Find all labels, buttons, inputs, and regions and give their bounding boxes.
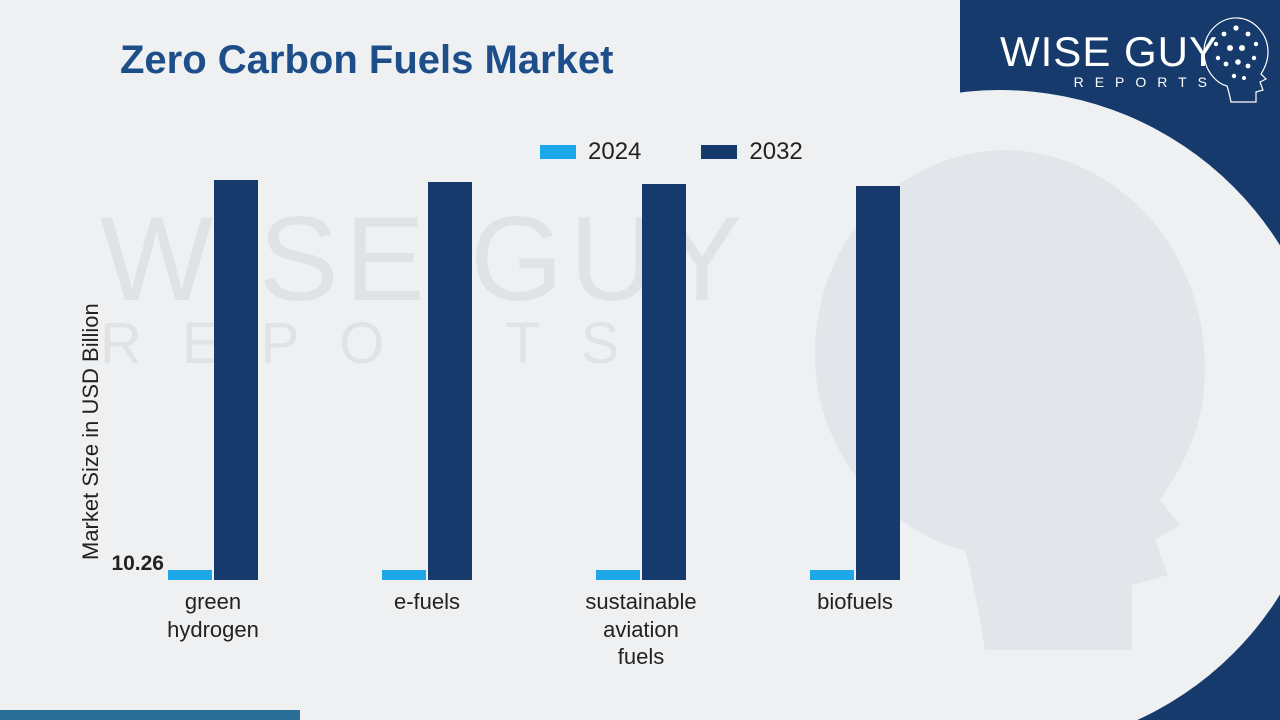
plot-area [110, 180, 980, 580]
legend-swatch-2024 [540, 145, 576, 159]
bottom-strip [0, 710, 300, 720]
chart-title: Zero Carbon Fuels Market [120, 38, 613, 83]
legend-item-2024: 2024 [540, 138, 641, 166]
bar [428, 182, 472, 580]
bar [810, 570, 854, 580]
legend-label-2024: 2024 [588, 138, 641, 166]
bar [856, 186, 900, 580]
category-label: greenhydrogen [128, 588, 298, 643]
legend-swatch-2032 [701, 145, 737, 159]
brand-head-icon [1196, 14, 1276, 104]
bar [168, 570, 212, 580]
brand-line2: REPORTS [1000, 74, 1218, 90]
stage: WISE GUY REPORTS Zero Carbon Fuels Marke… [0, 0, 1280, 720]
legend-item-2032: 2032 [701, 138, 802, 166]
y-axis-label: Market Size in USD Billion [78, 303, 104, 560]
category-label: biofuels [770, 588, 940, 616]
data-label: 10.26 [106, 552, 164, 576]
bar [596, 570, 640, 580]
brand-logo: WISE GUY REPORTS [1000, 28, 1218, 90]
legend: 2024 2032 [540, 138, 803, 166]
brand-line1: WISE GUY [1000, 28, 1218, 76]
legend-label-2032: 2032 [749, 138, 802, 166]
bar [642, 184, 686, 580]
category-label: e-fuels [342, 588, 512, 616]
bar [382, 570, 426, 580]
category-label: sustainableaviationfuels [556, 588, 726, 671]
bar [214, 180, 258, 580]
